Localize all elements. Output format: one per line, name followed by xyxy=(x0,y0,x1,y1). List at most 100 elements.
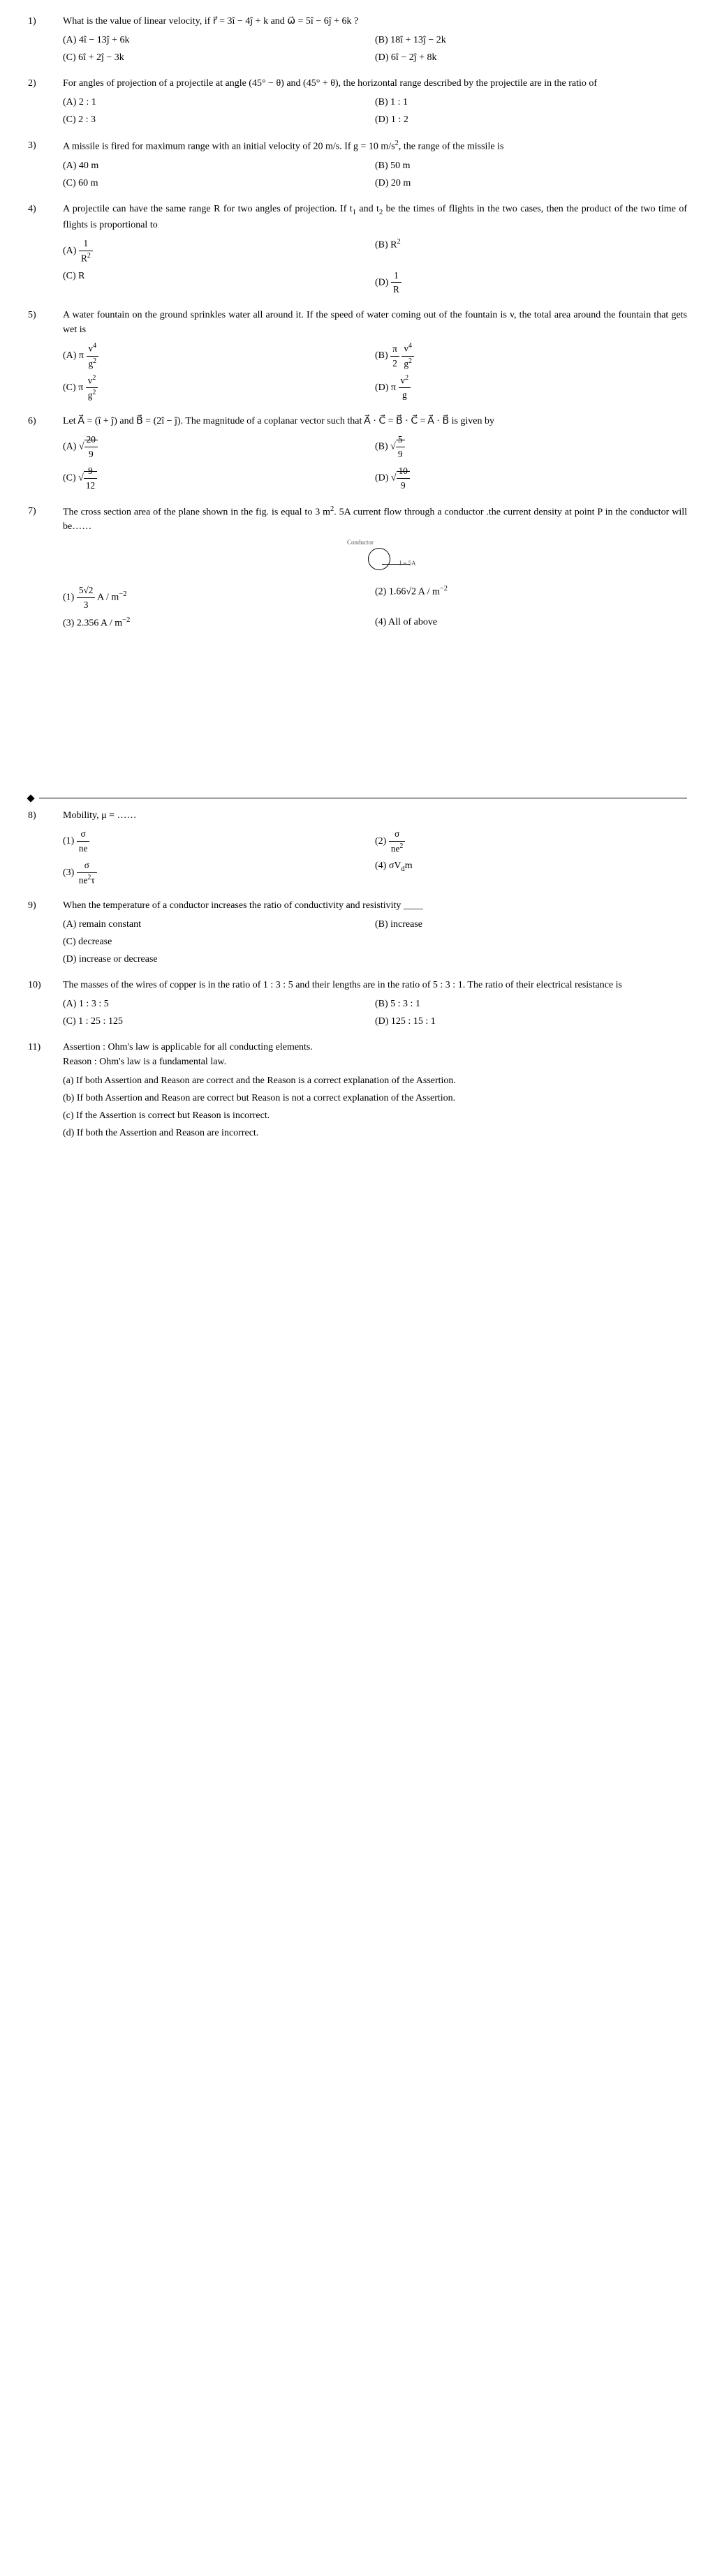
question-number: 7) xyxy=(28,504,63,634)
question-text: When the temperature of a conductor incr… xyxy=(63,898,687,913)
question-body: The masses of the wires of copper is in … xyxy=(63,978,687,1032)
options-row: (A) 4î − 13ĵ + 6k(B) 18î + 13ĵ − 2k(C) 6… xyxy=(63,33,687,68)
option: (C) 2 : 3 xyxy=(63,112,375,127)
conductor-figure: Conductor I = 5A xyxy=(63,539,687,578)
option: (D) √109 xyxy=(375,464,687,493)
option: (B) √59 xyxy=(375,433,687,461)
question: 2)For angles of projection of a projecti… xyxy=(28,76,687,130)
question-text: The cross section area of the plane show… xyxy=(63,504,687,535)
option: (3) 2.356 A / m−2 xyxy=(63,615,375,631)
question-body: A missile is fired for maximum range wit… xyxy=(63,138,687,193)
options-row: (A) remain constant(B) increase (C) decre… xyxy=(63,917,687,969)
option: (D) increase or decrease xyxy=(63,952,687,967)
question-text: A missile is fired for maximum range wit… xyxy=(63,138,687,154)
option: (C) √912 xyxy=(63,464,375,493)
question: 1)What is the value of linear velocity, … xyxy=(28,14,687,68)
option: (D) 6î − 2ĵ + 8k xyxy=(375,50,687,65)
vertical-gap xyxy=(28,642,687,782)
options-row: (1) 5√23 A / m−2(2) 1.66√2 A / m−2(3) 2.… xyxy=(63,583,687,634)
question-text: Let A⃗ = (î + ĵ) and B⃗ = (2î − ĵ). The … xyxy=(63,414,687,429)
option: (A) π v4g2 xyxy=(63,341,375,371)
question-number: 2) xyxy=(28,76,63,130)
option: (B) increase xyxy=(375,917,687,932)
option: (D) π v2g xyxy=(375,373,687,403)
question-number: 4) xyxy=(28,202,63,300)
question-number: 8) xyxy=(28,808,63,891)
options-row: (1) σne(2) σne2(3) σne2τ(4) σVdm xyxy=(63,827,687,891)
question-number: 9) xyxy=(28,898,63,969)
option: (4) All of above xyxy=(375,615,687,631)
option: (A) remain constant xyxy=(63,917,375,932)
option: (C) 60 m xyxy=(63,176,375,191)
question-number: 6) xyxy=(28,414,63,496)
option: (4) σVdm xyxy=(375,858,687,887)
conductor-label: Conductor xyxy=(347,538,374,548)
option: (c) If the Assertion is correct but Reas… xyxy=(63,1108,687,1123)
question-number: 11) xyxy=(28,1040,63,1143)
question: 4)A projectile can have the same range R… xyxy=(28,202,687,300)
question: 7)The cross section area of the plane sh… xyxy=(28,504,687,634)
question-text: Mobility, μ = …… xyxy=(63,808,687,823)
option: (D) 20 m xyxy=(375,176,687,191)
option: (1) σne xyxy=(63,827,375,856)
section-divider xyxy=(28,796,687,801)
question-body: A projectile can have the same range R f… xyxy=(63,202,687,300)
question-body: Assertion : Ohm's law is applicable for … xyxy=(63,1040,687,1143)
option: (C) R xyxy=(63,269,375,297)
option: (D) 1R xyxy=(375,269,687,297)
question: 9)When the temperature of a conductor in… xyxy=(28,898,687,969)
question-text: For angles of projection of a projectile… xyxy=(63,76,687,91)
question: 10)The masses of the wires of copper is … xyxy=(28,978,687,1032)
option: (B) 18î + 13ĵ − 2k xyxy=(375,33,687,47)
options-row: (A) 1R2(B) R2(C) R(D) 1R xyxy=(63,237,687,299)
physics-questions: 1)What is the value of linear velocity, … xyxy=(28,14,687,1143)
option: (B) R2 xyxy=(375,237,687,265)
option: (a) If both Assertion and Reason are cor… xyxy=(63,1073,687,1088)
question: 11)Assertion : Ohm's law is applicable f… xyxy=(28,1040,687,1143)
question: 6)Let A⃗ = (î + ĵ) and B⃗ = (2î − ĵ). Th… xyxy=(28,414,687,496)
question-body: For angles of projection of a projectile… xyxy=(63,76,687,130)
option: (D) 125 : 15 : 1 xyxy=(375,1014,687,1029)
question-text: The masses of the wires of copper is in … xyxy=(63,978,687,992)
question-body: What is the value of linear velocity, if… xyxy=(63,14,687,68)
option: (A) 1R2 xyxy=(63,237,375,265)
option: (1) 5√23 A / m−2 xyxy=(63,583,375,612)
question-body: Let A⃗ = (î + ĵ) and B⃗ = (2î − ĵ). The … xyxy=(63,414,687,496)
question-text: A projectile can have the same range R f… xyxy=(63,202,687,233)
option: (2) σne2 xyxy=(375,827,687,856)
option: (2) 1.66√2 A / m−2 xyxy=(375,583,687,612)
question-body: Mobility, μ = …… (1) σne(2) σne2(3) σne2τ… xyxy=(63,808,687,891)
option: (B) 5 : 3 : 1 xyxy=(375,997,687,1011)
question-text: A water fountain on the ground sprinkles… xyxy=(63,308,687,337)
option: (C) 1 : 25 : 125 xyxy=(63,1014,375,1029)
options-row: (A) π v4g2(B) π2 v4g2(C) π v2g2(D) π v2g xyxy=(63,341,687,405)
option: (b) If both Assertion and Reason are cor… xyxy=(63,1091,687,1105)
question-body: The cross section area of the plane show… xyxy=(63,504,687,634)
question: 8)Mobility, μ = …… (1) σne(2) σne2(3) σne… xyxy=(28,808,687,891)
options-row: (A) 40 m(B) 50 m(C) 60 m(D) 20 m xyxy=(63,158,687,193)
option: (d) If both the Assertion and Reason are… xyxy=(63,1126,687,1140)
current-value: I = 5A xyxy=(399,559,416,569)
question: 3)A missile is fired for maximum range w… xyxy=(28,138,687,193)
question-number: 10) xyxy=(28,978,63,1032)
question-number: 1) xyxy=(28,14,63,68)
option: (B) 1 : 1 xyxy=(375,95,687,110)
question-section-1: 1)What is the value of linear velocity, … xyxy=(28,14,687,634)
options-row: (A) 2 : 1(B) 1 : 1(C) 2 : 3(D) 1 : 2 xyxy=(63,95,687,130)
option: (C) decrease xyxy=(63,935,687,949)
question-text: Assertion : Ohm's law is applicable for … xyxy=(63,1040,687,1069)
question-number: 5) xyxy=(28,308,63,405)
option: (3) σne2τ xyxy=(63,858,375,887)
options-row: (A) 1 : 3 : 5(B) 5 : 3 : 1(C) 1 : 25 : 1… xyxy=(63,997,687,1032)
option: (B) π2 v4g2 xyxy=(375,341,687,371)
option: (A) 1 : 3 : 5 xyxy=(63,997,375,1011)
question-section-2: 8)Mobility, μ = …… (1) σne(2) σne2(3) σne… xyxy=(28,808,687,1144)
question-number: 3) xyxy=(28,138,63,193)
option: (B) 50 m xyxy=(375,158,687,173)
question-text: What is the value of linear velocity, if… xyxy=(63,14,687,29)
question-body: A water fountain on the ground sprinkles… xyxy=(63,308,687,405)
options-row: (A) √209(B) √59(C) √912(D) √109 xyxy=(63,433,687,496)
option: (A) 4î − 13ĵ + 6k xyxy=(63,33,375,47)
option: (A) 40 m xyxy=(63,158,375,173)
conductor-shape xyxy=(364,545,393,574)
